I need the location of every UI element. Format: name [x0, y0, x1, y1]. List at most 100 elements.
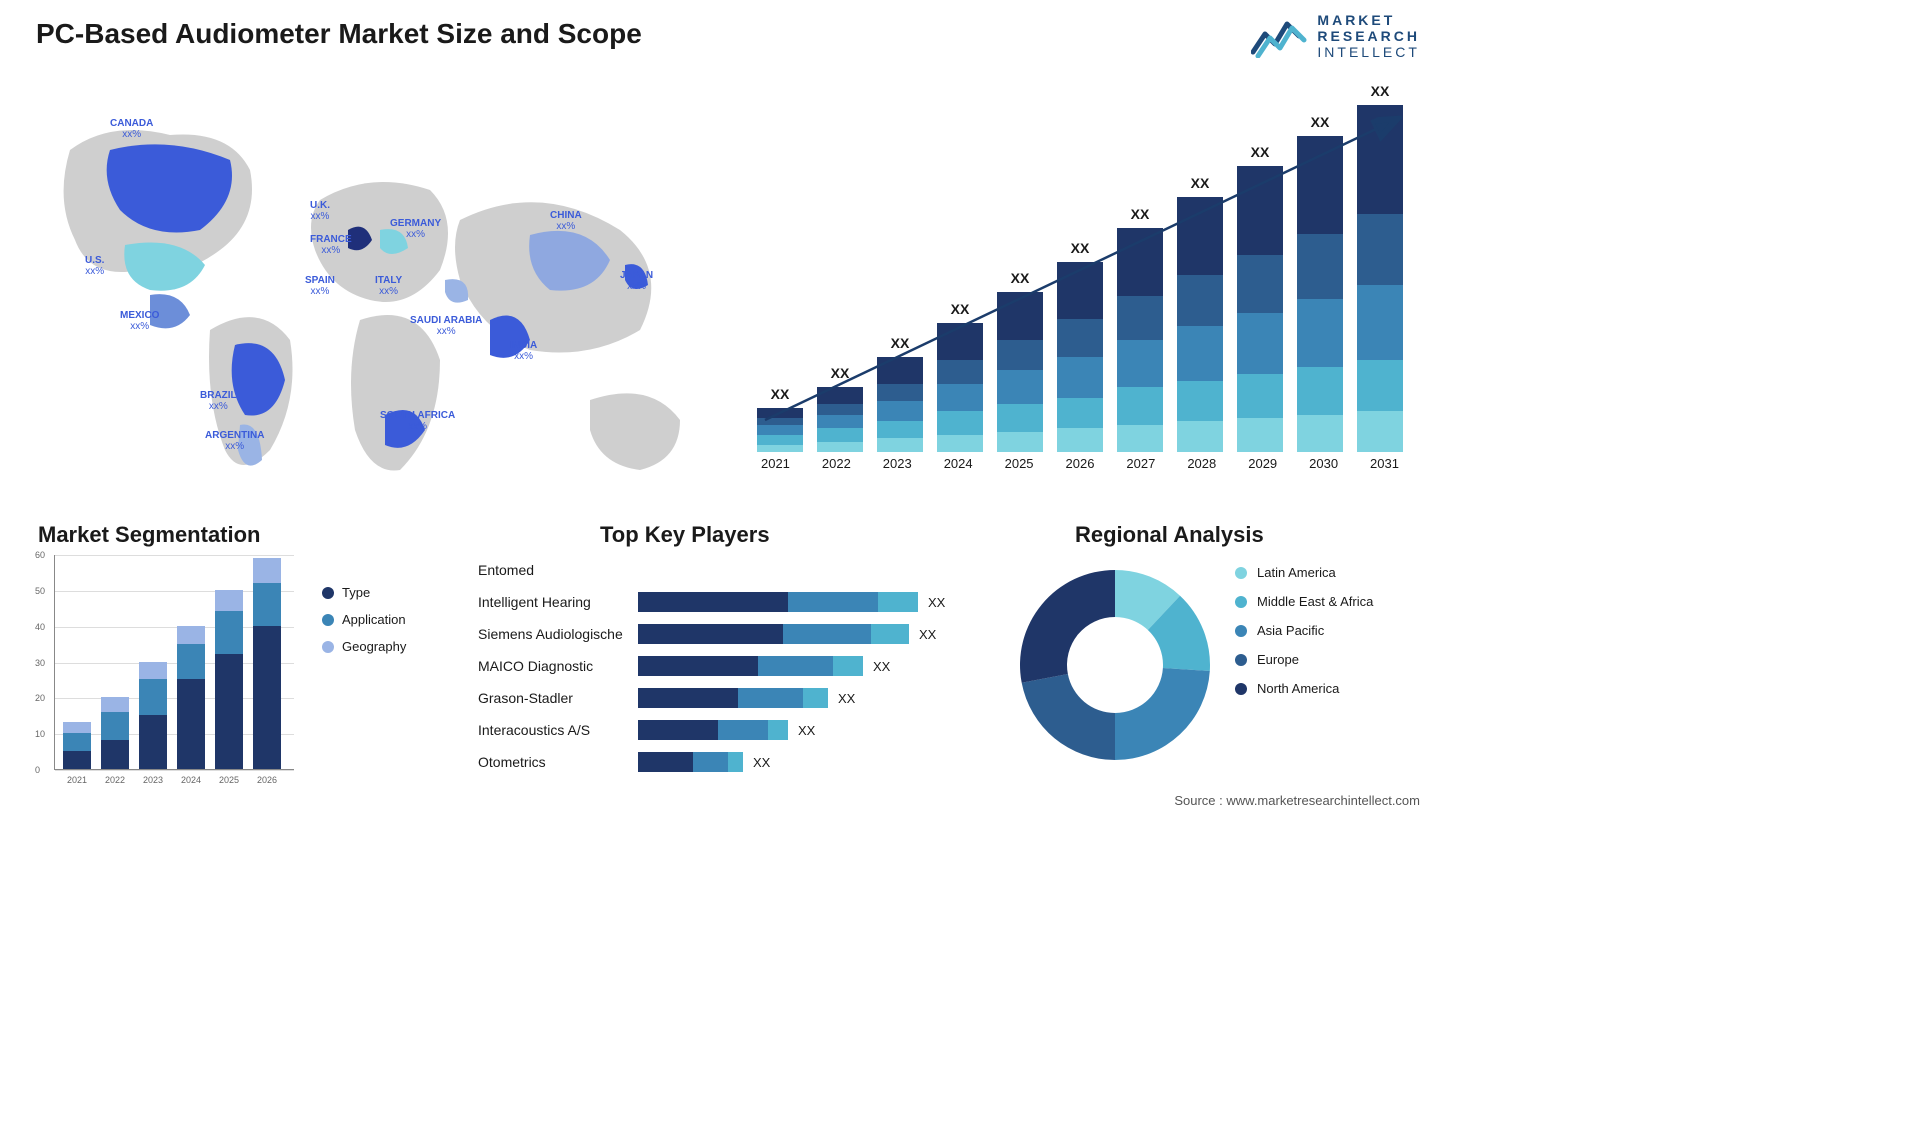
main-xlabel: 2025	[989, 456, 1050, 480]
main-xlabel: 2026	[1050, 456, 1111, 480]
key-players-chart: EntomedIntelligent HearingXXSiemens Audi…	[478, 555, 978, 795]
seg-bar-segment	[101, 697, 129, 711]
seg-bar-segment	[63, 733, 91, 751]
seg-ylabel: 40	[35, 622, 45, 632]
seg-ylabel: 20	[35, 693, 45, 703]
kp-row: Grason-Stadler XX	[478, 683, 978, 713]
main-xlabel: 2021	[745, 456, 806, 480]
main-xlabel: 2024	[928, 456, 989, 480]
map-label-south-africa: SOUTH AFRICAxx%	[380, 410, 455, 432]
segmentation-legend: Type Application Geography	[322, 585, 406, 666]
kp-label: Otometrics	[478, 754, 638, 770]
world-map: CANADAxx% U.S.xx% MEXICOxx% BRAZILxx% ARGENT…	[30, 80, 710, 490]
seg-bar-segment	[253, 558, 281, 583]
kp-value: XX	[753, 755, 770, 770]
map-label-india: INDIAxx%	[510, 340, 537, 362]
seg-bar-segment	[215, 590, 243, 612]
seg-legend-item: Type	[322, 585, 406, 600]
donut-legend-item: Latin America	[1235, 565, 1373, 580]
kp-bar	[638, 720, 788, 740]
seg-legend-item: Application	[322, 612, 406, 627]
donut-slice	[1115, 668, 1210, 760]
seg-bar-segment	[177, 626, 205, 644]
seg-ylabel: 30	[35, 658, 45, 668]
kp-value: XX	[919, 627, 936, 642]
kp-bar	[638, 688, 828, 708]
map-label-brazil: BRAZILxx%	[200, 390, 237, 412]
map-label-argentina: ARGENTINAxx%	[205, 430, 264, 452]
map-label-china: CHINAxx%	[550, 210, 582, 232]
page-title: PC-Based Audiometer Market Size and Scop…	[36, 18, 642, 50]
seg-bar-segment	[177, 679, 205, 769]
kp-value: XX	[838, 691, 855, 706]
seg-bar-segment	[253, 626, 281, 769]
map-label-canada: CANADAxx%	[110, 118, 153, 140]
source-text: Source : www.marketresearchintellect.com	[1174, 793, 1420, 808]
kp-label: Siemens Audiologische	[478, 626, 638, 642]
seg-bar-segment	[177, 644, 205, 680]
kp-row: Siemens Audiologische XX	[478, 619, 978, 649]
kp-label: Interacoustics A/S	[478, 722, 638, 738]
kp-label: MAICO Diagnostic	[478, 658, 638, 674]
map-label-spain: SPAINxx%	[305, 275, 335, 297]
kp-value: XX	[928, 595, 945, 610]
regional-donut: Latin America Middle East & Africa Asia Pa…	[1005, 555, 1425, 795]
seg-bar-segment	[253, 583, 281, 626]
kp-row: Intelligent Hearing XX	[478, 587, 978, 617]
seg-ylabel: 50	[35, 586, 45, 596]
map-label-japan: JAPANxx%	[620, 270, 653, 292]
main-xlabel: 2022	[806, 456, 867, 480]
seg-xlabel: 2022	[105, 775, 125, 785]
logo: MARKET RESEARCH INTELLECT	[1251, 12, 1420, 60]
map-label-saudi-arabia: SAUDI ARABIAxx%	[410, 315, 482, 337]
regional-title: Regional Analysis	[1075, 522, 1264, 548]
map-label-italy: ITALYxx%	[375, 275, 402, 297]
map-label-u-k-: U.K.xx%	[310, 200, 330, 222]
donut-slice	[1022, 674, 1115, 760]
kp-bar	[638, 624, 909, 644]
seg-bar-segment	[101, 712, 129, 741]
segmentation-title: Market Segmentation	[38, 522, 261, 548]
main-bar-chart: XXXXXXXXXXXXXXXXXXXXXX 20212022202320242…	[745, 90, 1415, 480]
kp-row: Interacoustics A/S XX	[478, 715, 978, 745]
donut-svg	[1005, 555, 1225, 775]
seg-bar-segment	[139, 662, 167, 680]
kp-bar	[638, 752, 743, 772]
map-label-france: FRANCExx%	[310, 234, 352, 256]
map-label-germany: GERMANYxx%	[390, 218, 441, 240]
seg-bar-segment	[101, 740, 129, 769]
donut-legend-item: Europe	[1235, 652, 1373, 667]
main-xlabel: 2023	[867, 456, 928, 480]
kp-label: Grason-Stadler	[478, 690, 638, 706]
trend-arrow	[745, 90, 1415, 452]
kp-label: Intelligent Hearing	[478, 594, 638, 610]
seg-bar-segment	[63, 751, 91, 769]
seg-bar-segment	[139, 679, 167, 715]
seg-ylabel: 0	[35, 765, 40, 775]
seg-xlabel: 2024	[181, 775, 201, 785]
logo-icon	[1251, 14, 1307, 58]
kp-label: Entomed	[478, 562, 638, 578]
kp-row: Entomed	[478, 555, 978, 585]
seg-ylabel: 60	[35, 550, 45, 560]
kp-bar	[638, 656, 863, 676]
seg-xlabel: 2025	[219, 775, 239, 785]
map-label-mexico: MEXICOxx%	[120, 310, 159, 332]
donut-legend-item: Middle East & Africa	[1235, 594, 1373, 609]
seg-xlabel: 2021	[67, 775, 87, 785]
seg-bar-segment	[63, 722, 91, 733]
donut-legend-item: Asia Pacific	[1235, 623, 1373, 638]
seg-xlabel: 2026	[257, 775, 277, 785]
seg-bar-segment	[215, 654, 243, 769]
seg-bar-segment	[139, 715, 167, 769]
kp-value: XX	[873, 659, 890, 674]
seg-legend-item: Geography	[322, 639, 406, 654]
regional-legend: Latin America Middle East & Africa Asia Pa…	[1235, 565, 1373, 710]
main-xlabel: 2028	[1171, 456, 1232, 480]
seg-xlabel: 2023	[143, 775, 163, 785]
kp-bar	[638, 592, 918, 612]
map-label-u-s-: U.S.xx%	[85, 255, 104, 277]
kp-row: Otometrics XX	[478, 747, 978, 777]
kp-value: XX	[798, 723, 815, 738]
main-xlabel: 2029	[1232, 456, 1293, 480]
